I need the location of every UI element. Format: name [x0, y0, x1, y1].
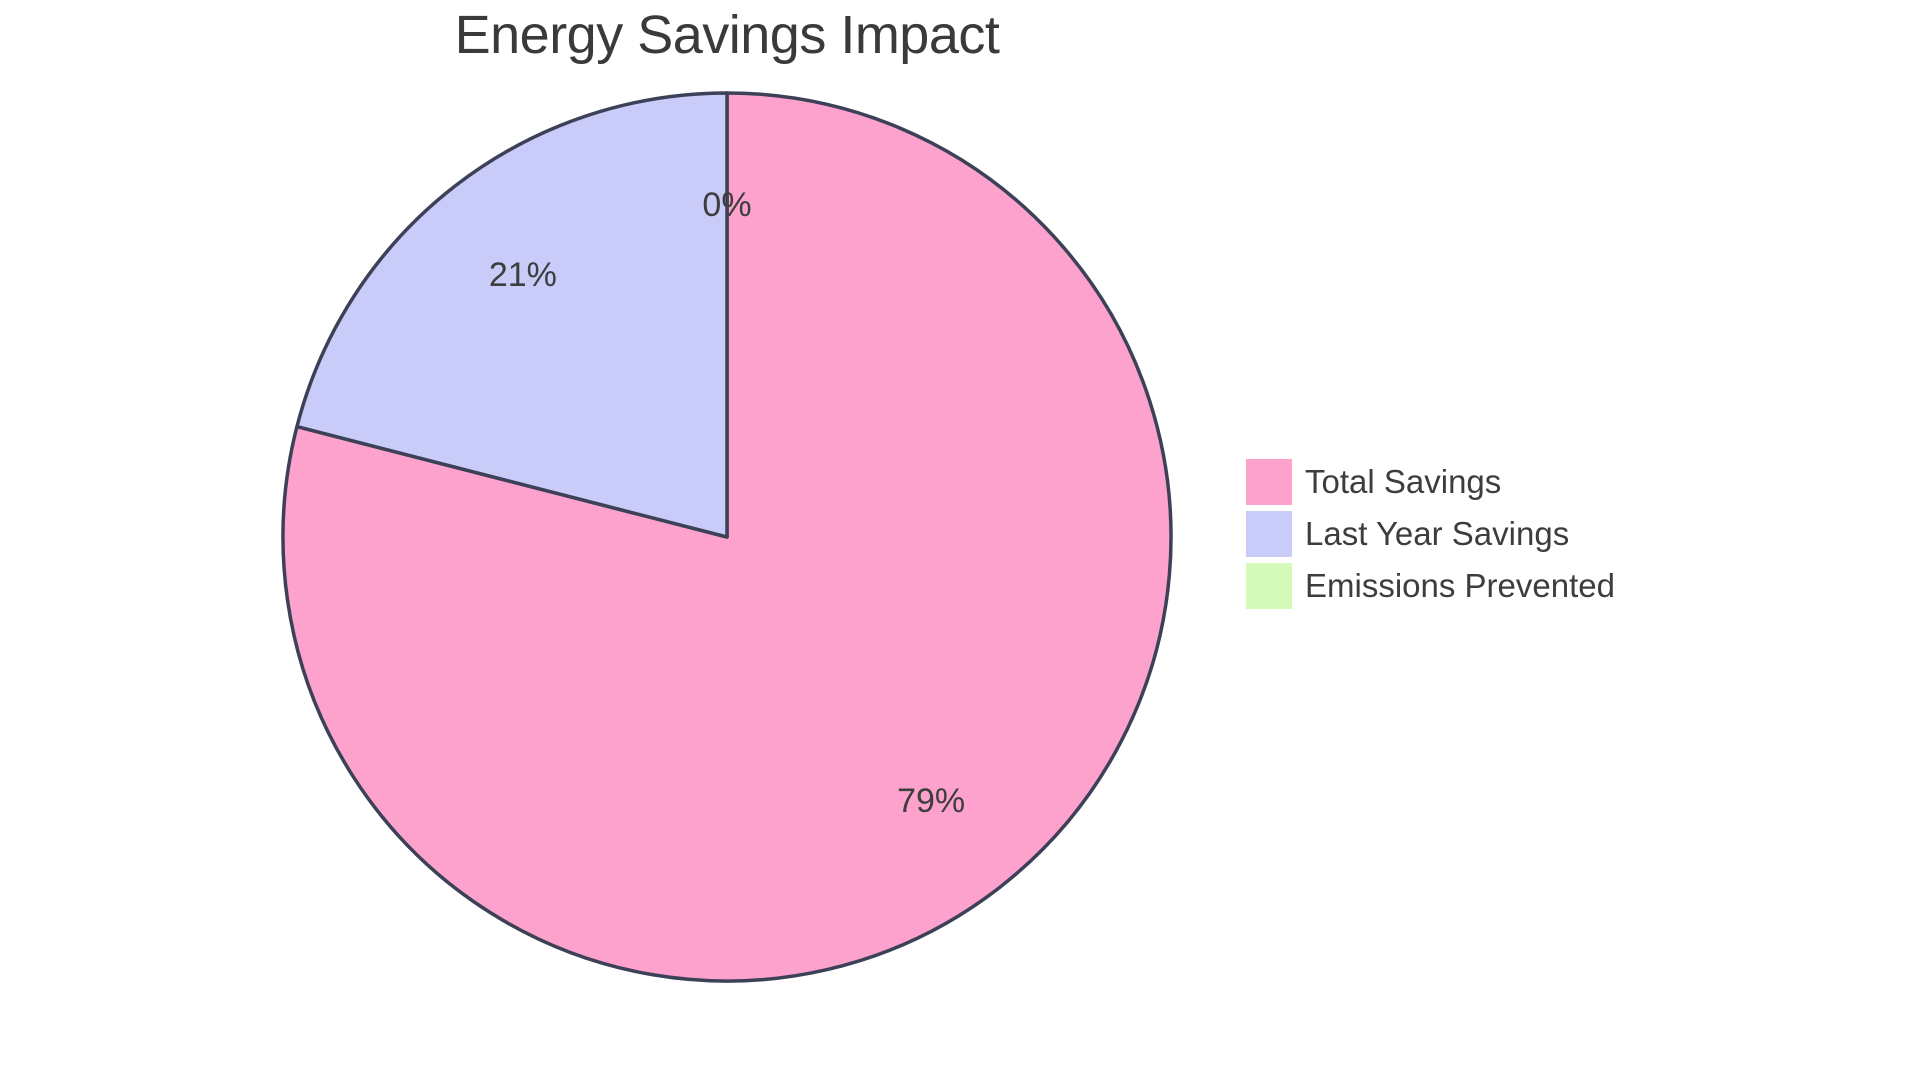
legend-label-total-savings: Total Savings	[1305, 463, 1502, 500]
legend-item-last-year-savings: Last Year Savings	[1246, 511, 1615, 557]
legend-label-emissions-prevented: Emissions Prevented	[1305, 567, 1615, 604]
pie-slice-last-year-savings	[295, 91, 729, 539]
legend-item-emissions-prevented: Emissions Prevented	[1246, 563, 1615, 609]
pie-label-total-savings: 79%	[897, 782, 965, 820]
legend-swatch-last-year-savings	[1246, 511, 1292, 557]
pie-label-last-year-savings: 21%	[489, 256, 557, 294]
legend-item-total-savings: Total Savings	[1246, 459, 1615, 505]
legend-swatch-emissions-prevented	[1246, 563, 1292, 609]
legend: Total Savings Last Year Savings Emission…	[1246, 459, 1615, 615]
legend-swatch-total-savings	[1246, 459, 1292, 505]
legend-label-last-year-savings: Last Year Savings	[1305, 515, 1570, 552]
chart-title: Energy Savings Impact	[454, 5, 1000, 65]
pie-label-emissions-prevented: 0%	[702, 186, 751, 224]
